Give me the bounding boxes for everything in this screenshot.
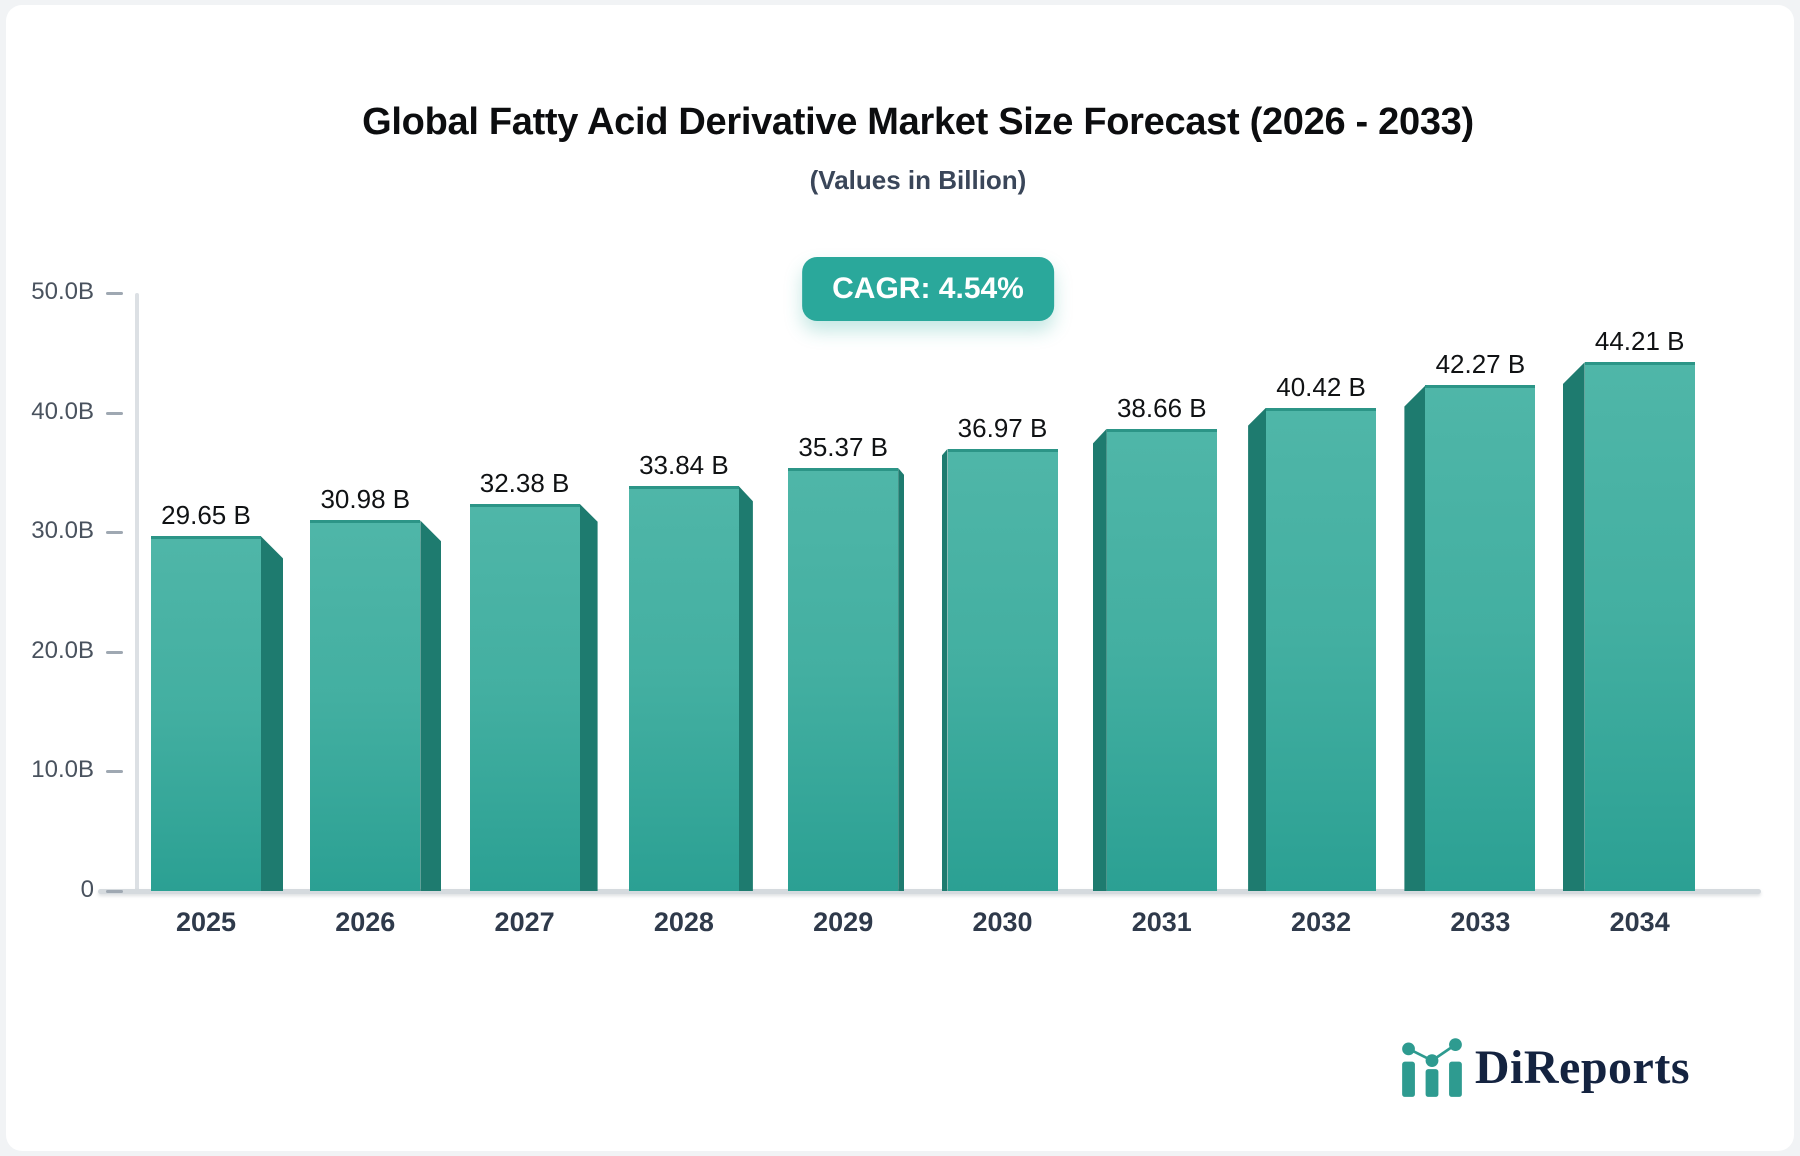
bar-side	[1404, 385, 1426, 891]
bar-value-label: 44.21 B	[1594, 326, 1685, 357]
bar-value-label: 33.84 B	[639, 450, 729, 481]
brand-logo: DiReports	[1397, 1035, 1690, 1099]
bar-2026	[310, 520, 442, 891]
x-axis-label: 2032	[1291, 907, 1352, 937]
bar-value-label: 29.65 B	[161, 500, 251, 531]
bar-chart-logo-icon	[1401, 1038, 1462, 1097]
chart-card: Global Fatty Acid Derivative Market Size…	[6, 5, 1794, 1151]
brand-logo-text: DiReports	[1474, 1040, 1690, 1094]
bar-face	[1584, 362, 1695, 891]
bar-face	[151, 536, 261, 891]
bar-2032	[1248, 407, 1377, 891]
bar-face	[1106, 428, 1217, 891]
x-axis-label: 2028	[653, 907, 714, 937]
bar-value-label: 42.27 B	[1435, 349, 1526, 380]
x-axis-label: 2034	[1609, 907, 1670, 937]
x-axis-label: 2026	[335, 907, 396, 937]
bar-side	[738, 486, 753, 891]
y-axis-tick-label: 10.0B	[31, 756, 94, 784]
y-axis-tick	[106, 531, 123, 535]
x-axis-label: 2030	[972, 907, 1033, 937]
x-axis-label: 2025	[175, 907, 237, 937]
bar-side	[579, 503, 598, 891]
chart-title: Global Fatty Acid Derivative Market Size…	[362, 101, 1474, 143]
x-axis-label: 2029	[813, 907, 874, 937]
x-axis-line	[98, 889, 1761, 894]
y-axis-tick	[106, 890, 123, 893]
y-axis-tick-label: 20.0B	[31, 636, 94, 664]
bar-side	[1562, 362, 1585, 891]
bar-side	[420, 520, 442, 891]
bar-2025	[151, 536, 283, 891]
bar-value-label: 35.37 B	[798, 431, 888, 462]
y-axis-tick-label: 30.0B	[31, 517, 94, 545]
y-axis-tick	[106, 411, 123, 415]
bar-2033	[1404, 385, 1536, 891]
bar-face	[947, 448, 1058, 891]
x-axis-label: 2033	[1450, 907, 1511, 937]
y-axis-tick	[106, 292, 123, 295]
bar-face	[1425, 385, 1536, 891]
y-axis-tick	[106, 650, 123, 654]
y-axis-tick-label: 40.0B	[31, 397, 94, 425]
bar-face	[788, 467, 899, 891]
bar-value-label: 32.38 B	[479, 467, 570, 498]
cagr-badge: CAGR: 4.54%	[802, 257, 1054, 321]
bar-side	[261, 536, 283, 891]
bar-2029	[788, 467, 905, 891]
y-axis-tick-label: 50.0B	[31, 278, 94, 305]
bar-value-label: 40.42 B	[1276, 371, 1366, 402]
chart-subtitle: (Values in Billion)	[809, 165, 1027, 195]
y-axis-tick-label: 0	[80, 876, 94, 903]
bar-side	[941, 448, 948, 891]
bar-side	[1248, 407, 1267, 891]
y-axis-tick	[106, 770, 123, 774]
x-axis-label: 2031	[1131, 907, 1192, 937]
bar-face	[628, 486, 739, 891]
bar-value-label: 30.98 B	[320, 484, 411, 515]
bar-2031	[1092, 428, 1217, 891]
y-axis-line	[135, 293, 139, 893]
bar-2034	[1562, 362, 1695, 891]
bar-value-label: 36.97 B	[957, 412, 1048, 443]
bar-2028	[628, 486, 753, 891]
bar-2030	[941, 448, 1058, 891]
bar-side	[1092, 428, 1107, 891]
bar-face	[310, 520, 421, 891]
bar-face	[1266, 407, 1377, 891]
bar-face	[469, 503, 580, 891]
bar-2027	[469, 503, 598, 891]
x-axis-label: 2027	[494, 907, 555, 937]
bar-side	[898, 467, 905, 891]
bar-value-label: 38.66 B	[1116, 392, 1207, 423]
